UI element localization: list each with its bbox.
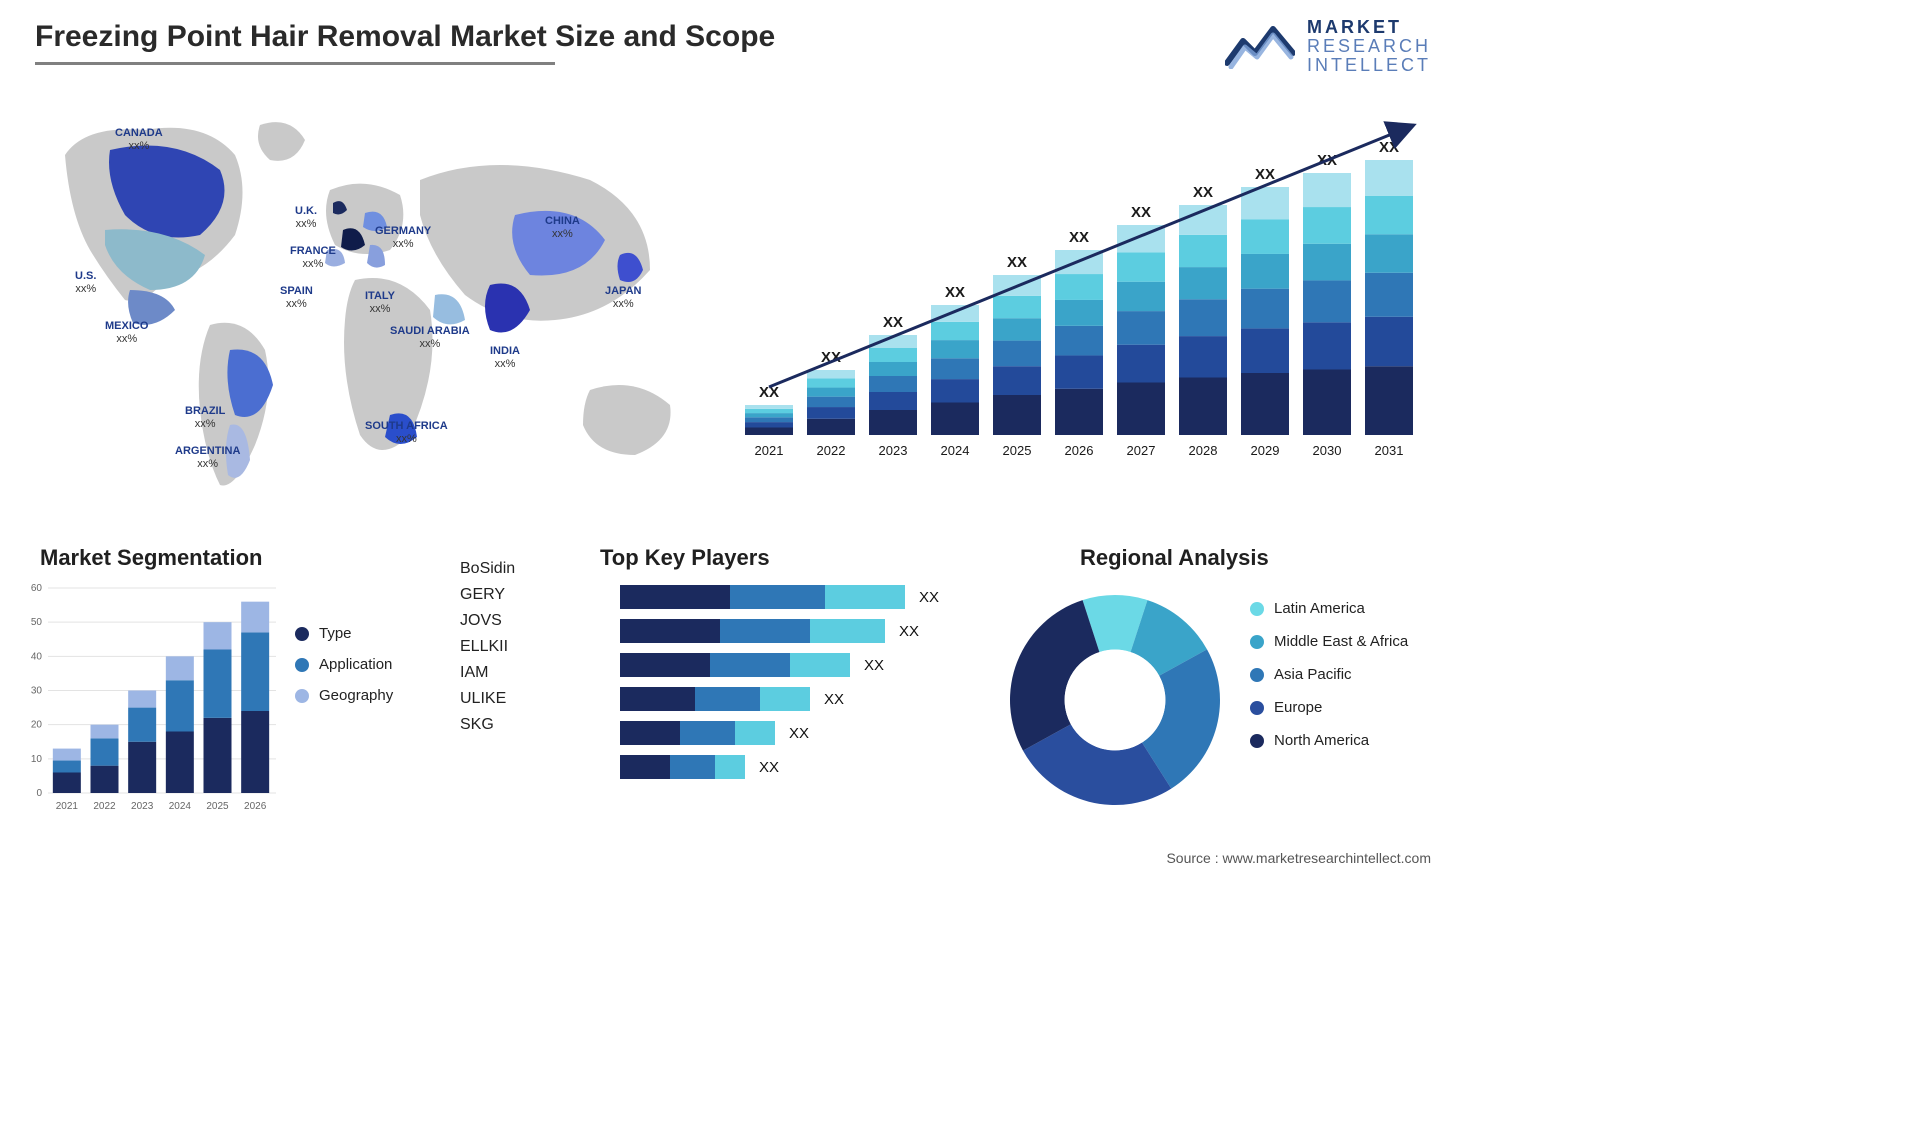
svg-text:2021: 2021: [56, 801, 79, 812]
svg-text:20: 20: [31, 720, 43, 731]
svg-text:2030: 2030: [1313, 443, 1342, 458]
regional-legend-item: Europe: [1250, 699, 1408, 716]
player-name: ELLKII: [460, 638, 580, 656]
svg-text:30: 30: [31, 686, 43, 697]
svg-text:2023: 2023: [131, 801, 154, 812]
players-left-list: BoSidin GERY JOVS ELLKII IAM ULIKE SKG: [460, 560, 580, 734]
map-label-germany: GERMANYxx%: [375, 225, 431, 250]
player-name: ULIKE: [460, 690, 580, 708]
svg-text:10: 10: [31, 754, 43, 765]
player-bar-row: XX: [620, 721, 970, 745]
svg-text:XX: XX: [1379, 139, 1399, 156]
logo-line2: RESEARCH: [1307, 37, 1431, 56]
map-label-mexico: MEXICOxx%: [105, 320, 148, 345]
svg-text:XX: XX: [1069, 229, 1089, 246]
map-label-canada: CANADAxx%: [115, 127, 163, 152]
players-block: BoSidin GERY JOVS ELLKII IAM ULIKE SKG Top Key…: [460, 545, 980, 835]
svg-text:XX: XX: [1193, 184, 1213, 201]
segmentation-title: Market Segmentation: [40, 545, 263, 571]
svg-text:2024: 2024: [941, 443, 970, 458]
seg-legend-application: Application: [295, 656, 393, 673]
seg-legend-type: Type: [295, 625, 393, 642]
map-label-china: CHINAxx%: [545, 215, 580, 240]
player-name: GERY: [460, 586, 580, 604]
svg-text:0: 0: [36, 788, 42, 799]
regional-legend: Latin America Middle East & Africa Asia Pa…: [1250, 600, 1408, 765]
map-label-japan: JAPANxx%: [605, 285, 641, 310]
player-bar-row: XX: [620, 755, 970, 779]
svg-text:2028: 2028: [1189, 443, 1218, 458]
svg-text:XX: XX: [945, 284, 965, 301]
map-label-spain: SPAINxx%: [280, 285, 313, 310]
map-label-brazil: BRAZILxx%: [185, 405, 225, 430]
page-title: Freezing Point Hair Removal Market Size …: [35, 20, 775, 54]
map-label-south-africa: SOUTH AFRICAxx%: [365, 420, 448, 445]
players-bars: XX XX XX XX XX XX: [620, 585, 970, 789]
player-bar-row: XX: [620, 619, 970, 643]
regional-title: Regional Analysis: [1080, 545, 1269, 571]
map-label-italy: ITALYxx%: [365, 290, 395, 315]
svg-text:XX: XX: [1007, 254, 1027, 271]
svg-text:2027: 2027: [1127, 443, 1156, 458]
players-title: Top Key Players: [600, 545, 770, 571]
player-bar-row: XX: [620, 585, 970, 609]
map-label-india: INDIAxx%: [490, 345, 520, 370]
regional-legend-item: Latin America: [1250, 600, 1408, 617]
svg-text:2031: 2031: [1375, 443, 1404, 458]
regional-legend-item: Asia Pacific: [1250, 666, 1408, 683]
svg-text:XX: XX: [883, 314, 903, 331]
regional-donut: [1000, 585, 1230, 815]
segmentation-chart: 0 10 20 30 40 50 60 2021 2022 2023 2024 2025 2026: [20, 580, 280, 815]
svg-text:50: 50: [31, 617, 43, 628]
map-label-u-k-: U.K.xx%: [295, 205, 317, 230]
regional-block: Regional Analysis Latin America Middle Ea…: [1000, 545, 1450, 825]
logo-line1: MARKET: [1307, 18, 1431, 37]
svg-text:40: 40: [31, 651, 43, 662]
svg-text:2025: 2025: [1003, 443, 1032, 458]
title-underline: [35, 62, 555, 65]
svg-text:XX: XX: [1255, 166, 1275, 183]
seg-legend-geography: Geography: [295, 687, 393, 704]
segmentation-block: Market Segmentation 0 10 20 30 40 50 60 2021 202…: [20, 545, 450, 825]
map-label-argentina: ARGENTINAxx%: [175, 445, 240, 470]
world-map: CANADAxx% U.S.xx% MEXICOxx% BRAZILxx% ARGENT…: [35, 95, 705, 500]
player-name: JOVS: [460, 612, 580, 630]
player-name: IAM: [460, 664, 580, 682]
svg-text:2026: 2026: [1065, 443, 1094, 458]
svg-text:2023: 2023: [879, 443, 908, 458]
map-label-france: FRANCExx%: [290, 245, 336, 270]
svg-text:2029: 2029: [1251, 443, 1280, 458]
svg-text:2021: 2021: [755, 443, 784, 458]
regional-legend-item: North America: [1250, 732, 1408, 749]
player-name: SKG: [460, 716, 580, 734]
map-label-u-s-: U.S.xx%: [75, 270, 96, 295]
logo-mark-icon: [1225, 23, 1295, 69]
svg-text:2026: 2026: [244, 801, 267, 812]
svg-text:2024: 2024: [169, 801, 192, 812]
svg-text:2025: 2025: [206, 801, 229, 812]
svg-text:2022: 2022: [817, 443, 846, 458]
svg-text:2022: 2022: [93, 801, 116, 812]
source-text: Source : www.marketresearchintellect.com: [1166, 850, 1431, 866]
logo-text: MARKET RESEARCH INTELLECT: [1307, 18, 1431, 75]
player-name: BoSidin: [460, 560, 580, 578]
logo: MARKET RESEARCH INTELLECT: [1225, 18, 1431, 75]
logo-line3: INTELLECT: [1307, 56, 1431, 75]
svg-text:60: 60: [31, 583, 43, 594]
growth-chart: XX 2021 XX 2022 XX 2023 XX 2024 XX 2025 XX 2026 XX 20…: [735, 95, 1435, 480]
map-label-saudi-arabia: SAUDI ARABIAxx%: [390, 325, 470, 350]
segmentation-legend: Type Application Geography: [295, 625, 393, 718]
player-bar-row: XX: [620, 653, 970, 677]
regional-legend-item: Middle East & Africa: [1250, 633, 1408, 650]
svg-text:XX: XX: [1131, 204, 1151, 221]
player-bar-row: XX: [620, 687, 970, 711]
